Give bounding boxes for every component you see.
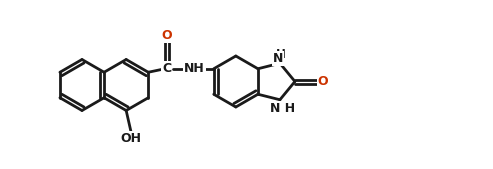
Text: OH: OH: [121, 132, 141, 145]
Text: O: O: [317, 75, 328, 88]
Text: N: N: [273, 52, 283, 65]
Text: O: O: [161, 29, 172, 42]
Text: C: C: [162, 62, 171, 75]
Text: H: H: [276, 48, 286, 61]
Text: N H: N H: [270, 102, 295, 115]
Text: NH: NH: [184, 62, 205, 75]
